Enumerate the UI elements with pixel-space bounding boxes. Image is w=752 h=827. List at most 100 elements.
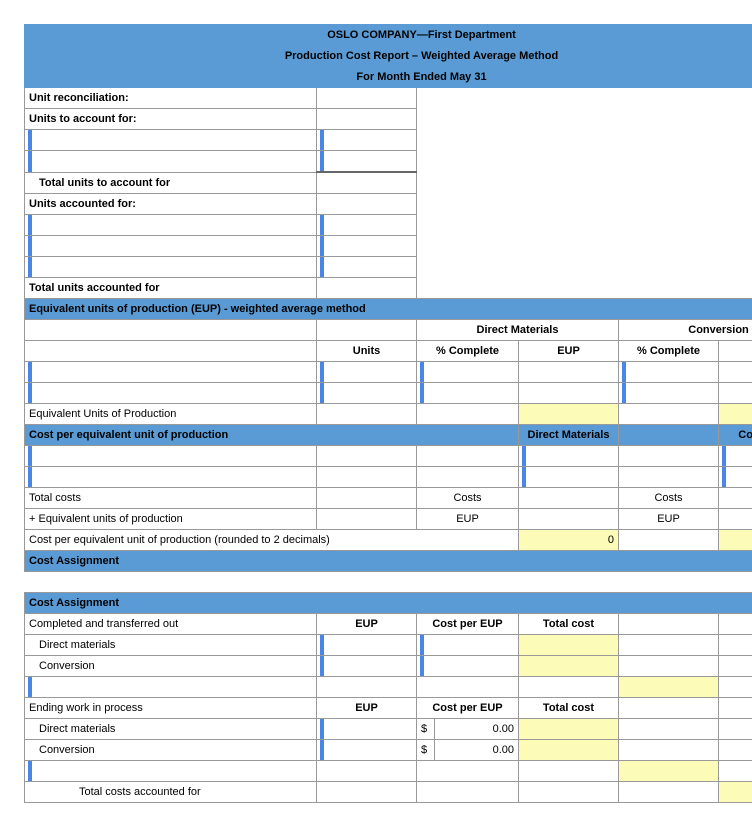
eup-total-dm bbox=[519, 404, 619, 425]
empty-cell bbox=[317, 109, 417, 130]
cost-row1-conv[interactable] bbox=[719, 446, 752, 467]
eup-row1-dm-pct[interactable] bbox=[417, 362, 519, 383]
units-account-input-1b[interactable] bbox=[317, 130, 417, 151]
empty-cell bbox=[417, 761, 519, 782]
empty-cell bbox=[417, 446, 519, 467]
cost-row2-label[interactable] bbox=[25, 467, 317, 488]
units-accounted-input-1b[interactable] bbox=[317, 215, 417, 236]
empty-cell bbox=[417, 782, 519, 803]
units-accounted-input-2b[interactable] bbox=[317, 236, 417, 257]
cost-per-eup-col-header-2: Cost per EUP bbox=[417, 698, 519, 719]
direct-materials-header: Direct Materials bbox=[417, 320, 619, 341]
total-units-accounted-for-value bbox=[317, 278, 417, 299]
empty-cell bbox=[719, 635, 752, 656]
wip-dm-currency: $ bbox=[417, 719, 435, 740]
empty-cell bbox=[519, 782, 619, 803]
eup-row2-dm-pct[interactable] bbox=[417, 383, 519, 404]
cto-dm-cost-per-eup[interactable] bbox=[417, 635, 519, 656]
eup-row2-dm-eup bbox=[519, 383, 619, 404]
empty-cell bbox=[25, 320, 317, 341]
eup-row2-conv-eup bbox=[719, 383, 752, 404]
pct-complete-header-dm: % Complete bbox=[417, 341, 519, 362]
eup-row2-label[interactable] bbox=[25, 383, 317, 404]
eup-col-header-2: EUP bbox=[317, 698, 417, 719]
plus-eup-dm bbox=[519, 509, 619, 530]
empty-cell bbox=[317, 677, 417, 698]
cto-conv-cost-per-eup[interactable] bbox=[417, 656, 519, 677]
units-account-input-2b[interactable] bbox=[317, 151, 417, 173]
conversion-header: Conversion bbox=[619, 320, 752, 341]
total-cost-col-header-2: Total cost bbox=[519, 698, 619, 719]
units-accounted-input-3b[interactable] bbox=[317, 257, 417, 278]
completed-transferred-label: Completed and transferred out bbox=[25, 614, 317, 635]
empty-cell bbox=[719, 677, 752, 698]
cost-dm-header: Direct Materials bbox=[519, 425, 619, 446]
wip-conv-eup[interactable] bbox=[317, 740, 417, 761]
total-costs-dm bbox=[519, 488, 619, 509]
unit-reconciliation-label: Unit reconciliation: bbox=[25, 88, 317, 109]
plus-eup-conv bbox=[719, 509, 752, 530]
units-accounted-for-label: Units accounted for: bbox=[25, 194, 317, 215]
empty-cell bbox=[619, 719, 719, 740]
cto-conv-eup[interactable] bbox=[317, 656, 417, 677]
blank-area bbox=[417, 88, 752, 299]
empty-cell bbox=[317, 761, 417, 782]
eup-row1-conv-pct[interactable] bbox=[619, 362, 719, 383]
cost-row1-dm[interactable] bbox=[519, 446, 619, 467]
empty-cell bbox=[619, 404, 719, 425]
eup-row1-label[interactable] bbox=[25, 362, 317, 383]
cost-conv-header: Conversion bbox=[719, 425, 752, 446]
empty-cell bbox=[417, 467, 519, 488]
empty-cell bbox=[317, 488, 417, 509]
wip-conv-cost-per-eup: 0.00 bbox=[435, 740, 519, 761]
empty-cell bbox=[317, 446, 417, 467]
empty-cell bbox=[619, 656, 719, 677]
wip-dm-total bbox=[519, 719, 619, 740]
cost-per-eup-title: Cost per equivalent unit of production bbox=[25, 425, 519, 446]
wip-conv-currency: $ bbox=[417, 740, 435, 761]
units-accounted-input-2a[interactable] bbox=[25, 236, 317, 257]
wip-subtotal bbox=[619, 761, 719, 782]
units-account-input-2a[interactable] bbox=[25, 151, 317, 173]
wip-dm-eup[interactable] bbox=[317, 719, 417, 740]
costs-label-conv: Costs bbox=[619, 488, 719, 509]
cost-assignment-header-1: Cost Assignment bbox=[25, 551, 752, 572]
units-accounted-input-1a[interactable] bbox=[25, 215, 317, 236]
empty-cell bbox=[317, 320, 417, 341]
empty-cell bbox=[619, 698, 719, 719]
eup-row2-conv-pct[interactable] bbox=[619, 383, 719, 404]
ending-wip-label: Ending work in process bbox=[25, 698, 317, 719]
cost-row2-conv[interactable] bbox=[719, 467, 752, 488]
empty-cell bbox=[619, 635, 719, 656]
empty-cell bbox=[719, 761, 752, 782]
total-units-to-account-for-value bbox=[317, 172, 417, 194]
cost-per-eup-col-header-1: Cost per EUP bbox=[417, 614, 519, 635]
cto-dm-eup[interactable] bbox=[317, 635, 417, 656]
empty-cell bbox=[719, 656, 752, 677]
eup-row1-dm-eup bbox=[519, 362, 619, 383]
report-title-1: OSLO COMPANY—First Department bbox=[25, 25, 752, 46]
cost-row2-dm[interactable] bbox=[519, 467, 619, 488]
units-accounted-input-3a[interactable] bbox=[25, 257, 317, 278]
eup-col-header-1: EUP bbox=[317, 614, 417, 635]
costs-label-dm: Costs bbox=[417, 488, 519, 509]
cost-per-eup-dm-value: 0 bbox=[519, 530, 619, 551]
units-account-input-1a[interactable] bbox=[25, 130, 317, 151]
empty-cell bbox=[519, 761, 619, 782]
wip-extra-label[interactable] bbox=[25, 761, 317, 782]
cost-row1-label[interactable] bbox=[25, 446, 317, 467]
empty-cell bbox=[619, 467, 719, 488]
units-to-account-for-label: Units to account for: bbox=[25, 109, 317, 130]
cto-extra-label[interactable] bbox=[25, 677, 317, 698]
report-title-3: For Month Ended May 31 bbox=[25, 67, 752, 88]
empty-cell bbox=[317, 782, 417, 803]
total-units-to-account-for-label: Total units to account for bbox=[25, 172, 317, 194]
pct-complete-header-conv: % Complete bbox=[619, 341, 719, 362]
eup-row2-units[interactable] bbox=[317, 383, 417, 404]
eup-header-conv: EUP bbox=[719, 341, 752, 362]
eup-row1-units[interactable] bbox=[317, 362, 417, 383]
total-costs-accounted-for-value bbox=[719, 782, 752, 803]
cto-dm-label: Direct materials bbox=[25, 635, 317, 656]
empty-cell bbox=[519, 677, 619, 698]
equiv-units-of-prod-label: Equivalent Units of Production bbox=[25, 404, 317, 425]
